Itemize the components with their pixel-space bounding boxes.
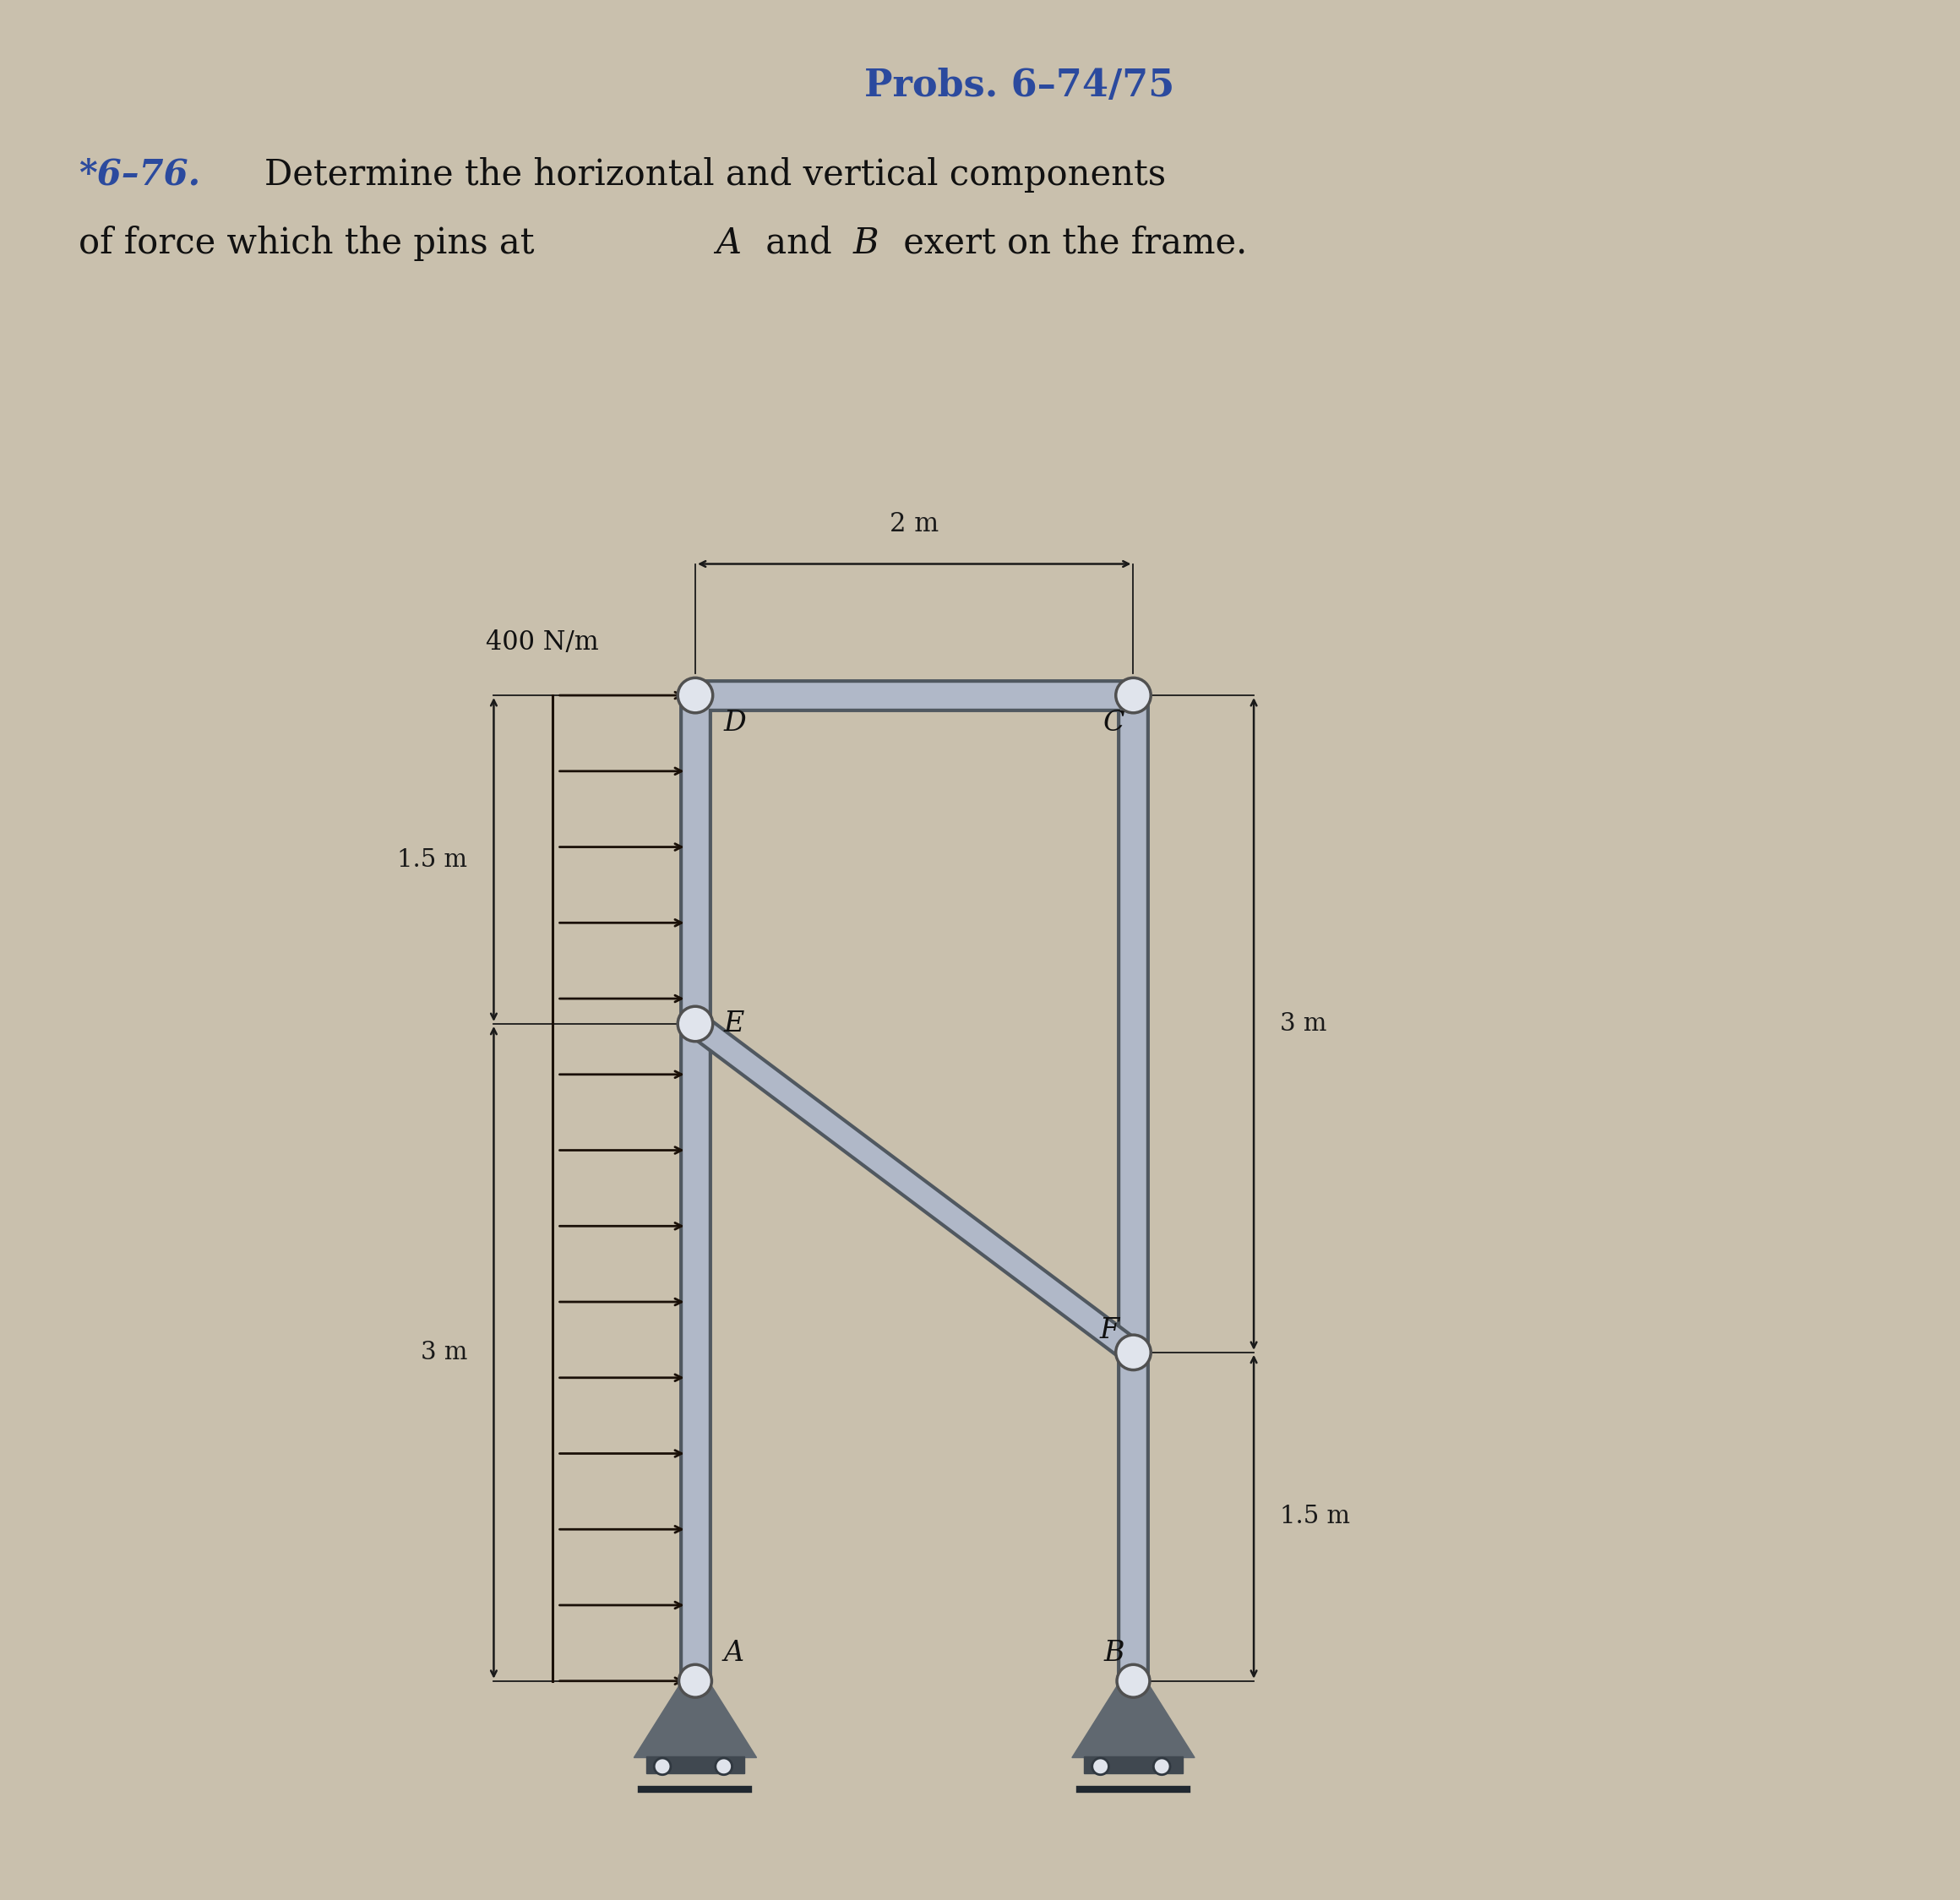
Circle shape: [655, 1758, 670, 1775]
Text: 400 N/m: 400 N/m: [486, 629, 598, 655]
Text: 1.5 m: 1.5 m: [1280, 1505, 1350, 1528]
Circle shape: [678, 1664, 711, 1697]
Polygon shape: [633, 1682, 757, 1758]
Text: Determine the horizontal and vertical components: Determine the horizontal and vertical co…: [265, 158, 1166, 192]
Circle shape: [1117, 1664, 1151, 1697]
Circle shape: [1115, 1336, 1151, 1370]
Text: A: A: [723, 1640, 745, 1666]
Text: of force which the pins at: of force which the pins at: [78, 226, 545, 260]
Circle shape: [678, 678, 713, 712]
Text: 2 m: 2 m: [890, 511, 939, 538]
Text: 1.5 m: 1.5 m: [398, 847, 468, 872]
Text: E: E: [723, 1011, 745, 1037]
Polygon shape: [1072, 1682, 1196, 1758]
Circle shape: [1092, 1758, 1109, 1775]
Text: F: F: [1100, 1317, 1119, 1343]
Text: D: D: [723, 709, 747, 737]
Text: B: B: [853, 226, 878, 260]
Text: exert on the frame.: exert on the frame.: [892, 226, 1247, 260]
Text: 3 m: 3 m: [1280, 1013, 1327, 1036]
Text: and: and: [755, 226, 843, 260]
Text: B: B: [1103, 1640, 1125, 1666]
Circle shape: [678, 1007, 713, 1041]
Circle shape: [1154, 1758, 1170, 1775]
Text: A: A: [715, 226, 741, 260]
Circle shape: [715, 1758, 731, 1775]
Text: *6–76.: *6–76.: [78, 158, 200, 192]
Text: Probs. 6–74/75: Probs. 6–74/75: [864, 66, 1174, 104]
Bar: [1084, 1756, 1182, 1773]
Bar: [647, 1756, 745, 1773]
Circle shape: [1115, 678, 1151, 712]
Text: C: C: [1103, 709, 1125, 737]
Text: 3 m: 3 m: [421, 1341, 468, 1364]
